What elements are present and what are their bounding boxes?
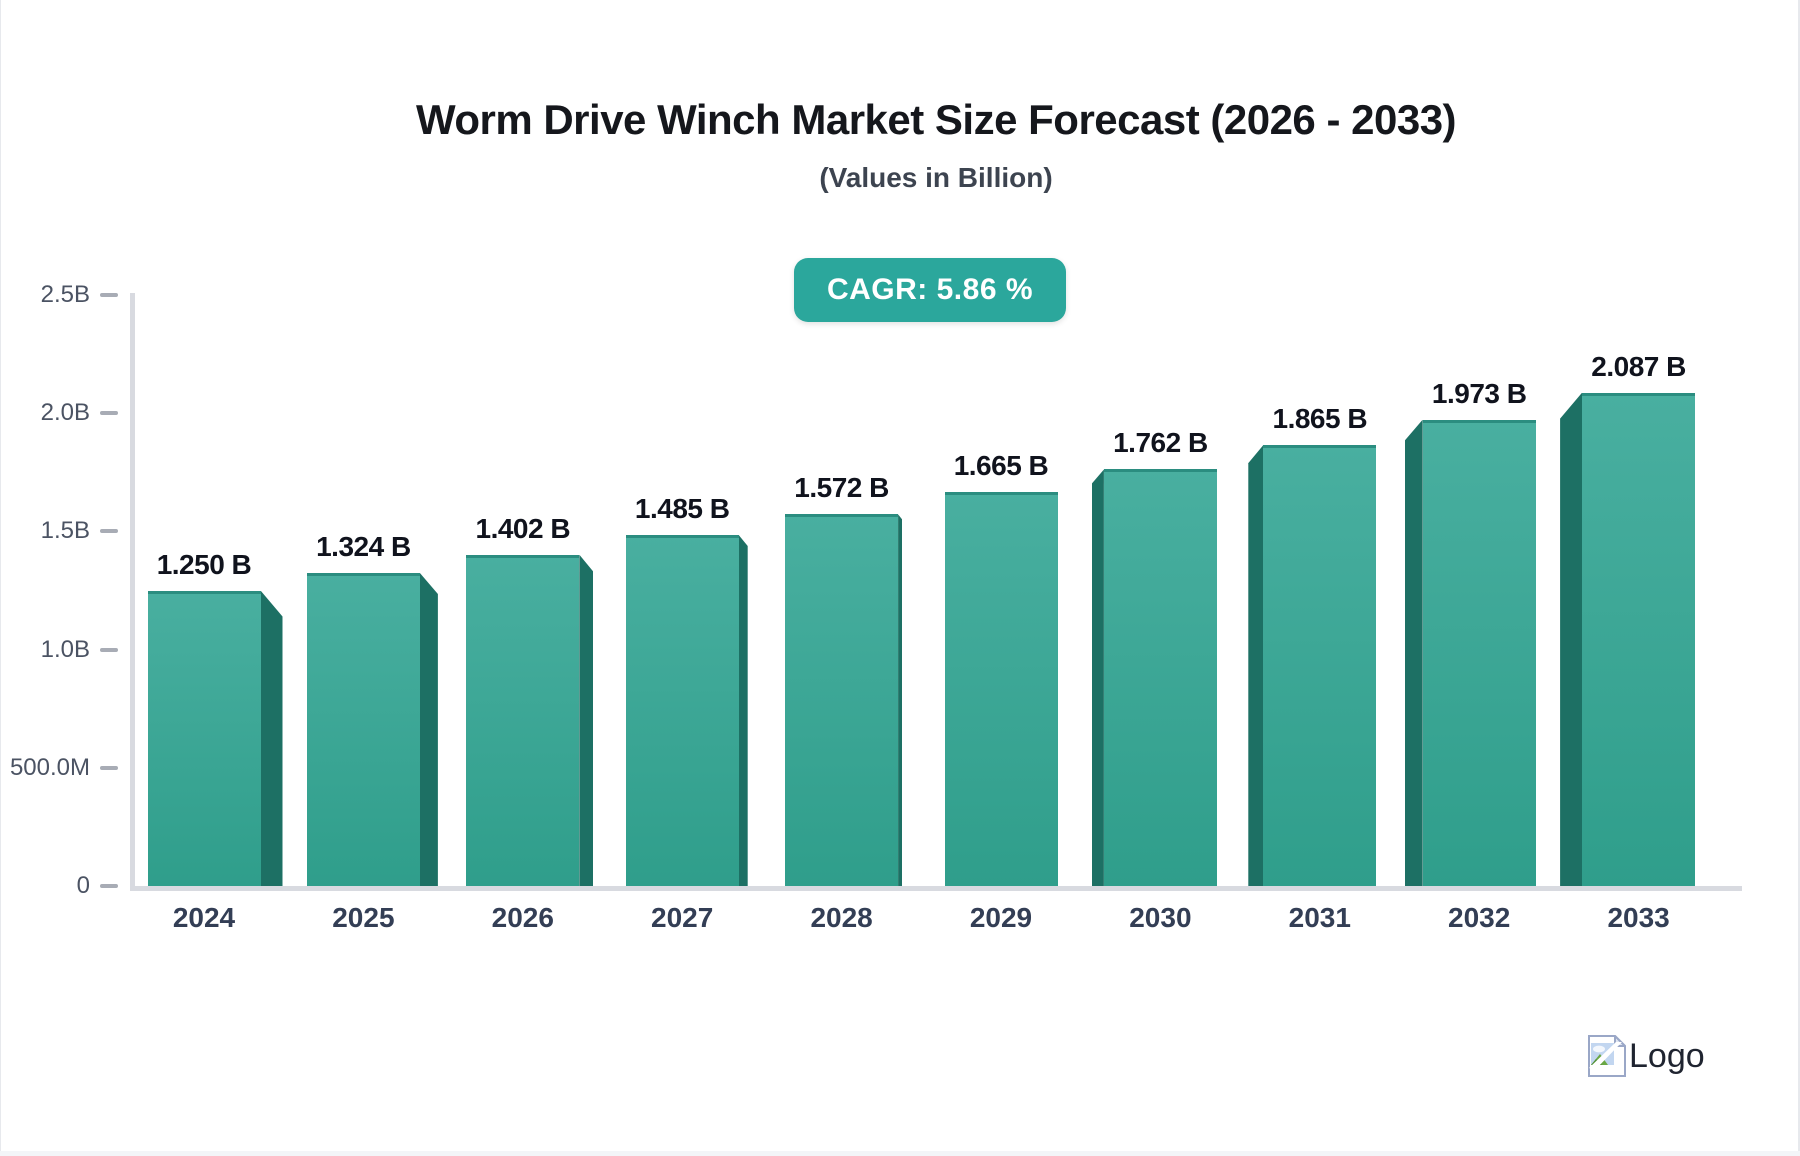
bar-2027[interactable] bbox=[625, 534, 748, 886]
x-axis-label-2024: 2024 bbox=[172, 902, 236, 933]
bar-value-label: 1.324 B bbox=[316, 531, 411, 562]
bar-value-label: 1.762 B bbox=[1113, 427, 1208, 459]
logo-text: Logo bbox=[1629, 1037, 1705, 1075]
bar-value-label: 1.250 B bbox=[156, 548, 252, 580]
bar-side-shadow bbox=[260, 590, 283, 886]
y-axis-tick-label: 1.5B bbox=[40, 517, 90, 545]
bar-value-label: 1.572 B bbox=[794, 472, 889, 504]
bar-face bbox=[306, 573, 420, 886]
cagr-badge: CAGR: 5.86 % bbox=[794, 258, 1066, 322]
bar-side-shadow bbox=[738, 534, 748, 886]
y-axis-tick-label: 2.0B bbox=[40, 399, 90, 427]
y-axis-tick-label: 500.0M bbox=[9, 753, 90, 781]
x-axis-label-2028: 2028 bbox=[810, 902, 873, 933]
bar-side-shadow bbox=[579, 554, 594, 886]
bar-2025[interactable] bbox=[306, 573, 438, 886]
x-axis-label-2031: 2031 bbox=[1288, 902, 1351, 933]
bar-2028[interactable] bbox=[785, 514, 903, 886]
bar-side-shadow bbox=[1091, 469, 1104, 886]
bar-2030[interactable] bbox=[1091, 469, 1217, 886]
bar-value-label: 2.087 B bbox=[1591, 350, 1686, 382]
x-axis-label-2026: 2026 bbox=[491, 902, 554, 933]
bar-face bbox=[1582, 392, 1696, 886]
bar-face bbox=[1103, 469, 1217, 886]
y-axis-tick-dash bbox=[100, 765, 118, 770]
y-axis-tick-dash bbox=[100, 529, 118, 534]
x-axis-label-2029: 2029 bbox=[969, 902, 1033, 933]
bar-2029[interactable] bbox=[944, 492, 1058, 886]
x-axis-label-2025: 2025 bbox=[332, 902, 395, 933]
y-axis-tick-label: 0 bbox=[76, 872, 90, 899]
x-axis-label-2030: 2030 bbox=[1129, 902, 1192, 933]
bar-side-shadow bbox=[898, 514, 903, 886]
chart-subtitle: (Values in Billion) bbox=[819, 162, 1053, 193]
bar-face bbox=[1422, 419, 1536, 886]
bar-side-shadow bbox=[1560, 392, 1583, 886]
y-axis-tick-dash bbox=[100, 884, 118, 888]
bar-value-label: 1.865 B bbox=[1272, 403, 1368, 435]
logo: Logo bbox=[1586, 1034, 1705, 1078]
y-axis-tick-label: 1.0B bbox=[40, 635, 90, 663]
x-axis-label-2027: 2027 bbox=[651, 902, 714, 933]
y-axis-line bbox=[130, 293, 135, 891]
bar-side-shadow bbox=[419, 573, 438, 886]
bar-face bbox=[625, 534, 739, 886]
bar-2024[interactable] bbox=[147, 590, 283, 886]
bar-value-label: 1.402 B bbox=[475, 512, 571, 544]
x-axis-label-2033: 2033 bbox=[1607, 902, 1670, 933]
y-axis-tick-dash bbox=[100, 647, 118, 652]
y-axis-tick-dash bbox=[100, 293, 118, 297]
bar-face bbox=[147, 590, 261, 886]
bar-2031[interactable] bbox=[1248, 445, 1377, 886]
bar-value-label: 1.665 B bbox=[953, 450, 1049, 482]
bar-face bbox=[785, 514, 899, 886]
bar-2026[interactable] bbox=[466, 554, 594, 886]
bar-face bbox=[1263, 445, 1377, 886]
broken-image-icon bbox=[1588, 1035, 1626, 1077]
bar-side-shadow bbox=[1404, 419, 1423, 886]
bar-2032[interactable] bbox=[1404, 419, 1536, 886]
bar-face bbox=[466, 554, 580, 886]
bar-side-shadow bbox=[1248, 445, 1264, 886]
bottom-strip bbox=[0, 1151, 1800, 1156]
bar-value-label: 1.973 B bbox=[1431, 377, 1527, 409]
y-axis-tick-dash bbox=[100, 411, 118, 416]
x-axis-label-2032: 2032 bbox=[1448, 902, 1511, 933]
y-axis-tick-label: 2.5B bbox=[40, 281, 90, 308]
bar-2033[interactable] bbox=[1560, 392, 1696, 886]
bar-face bbox=[944, 492, 1058, 886]
x-axis-line bbox=[130, 886, 1742, 891]
chart-title: Worm Drive Winch Market Size Forecast (2… bbox=[415, 96, 1457, 143]
bar-value-label: 1.485 B bbox=[634, 492, 730, 524]
